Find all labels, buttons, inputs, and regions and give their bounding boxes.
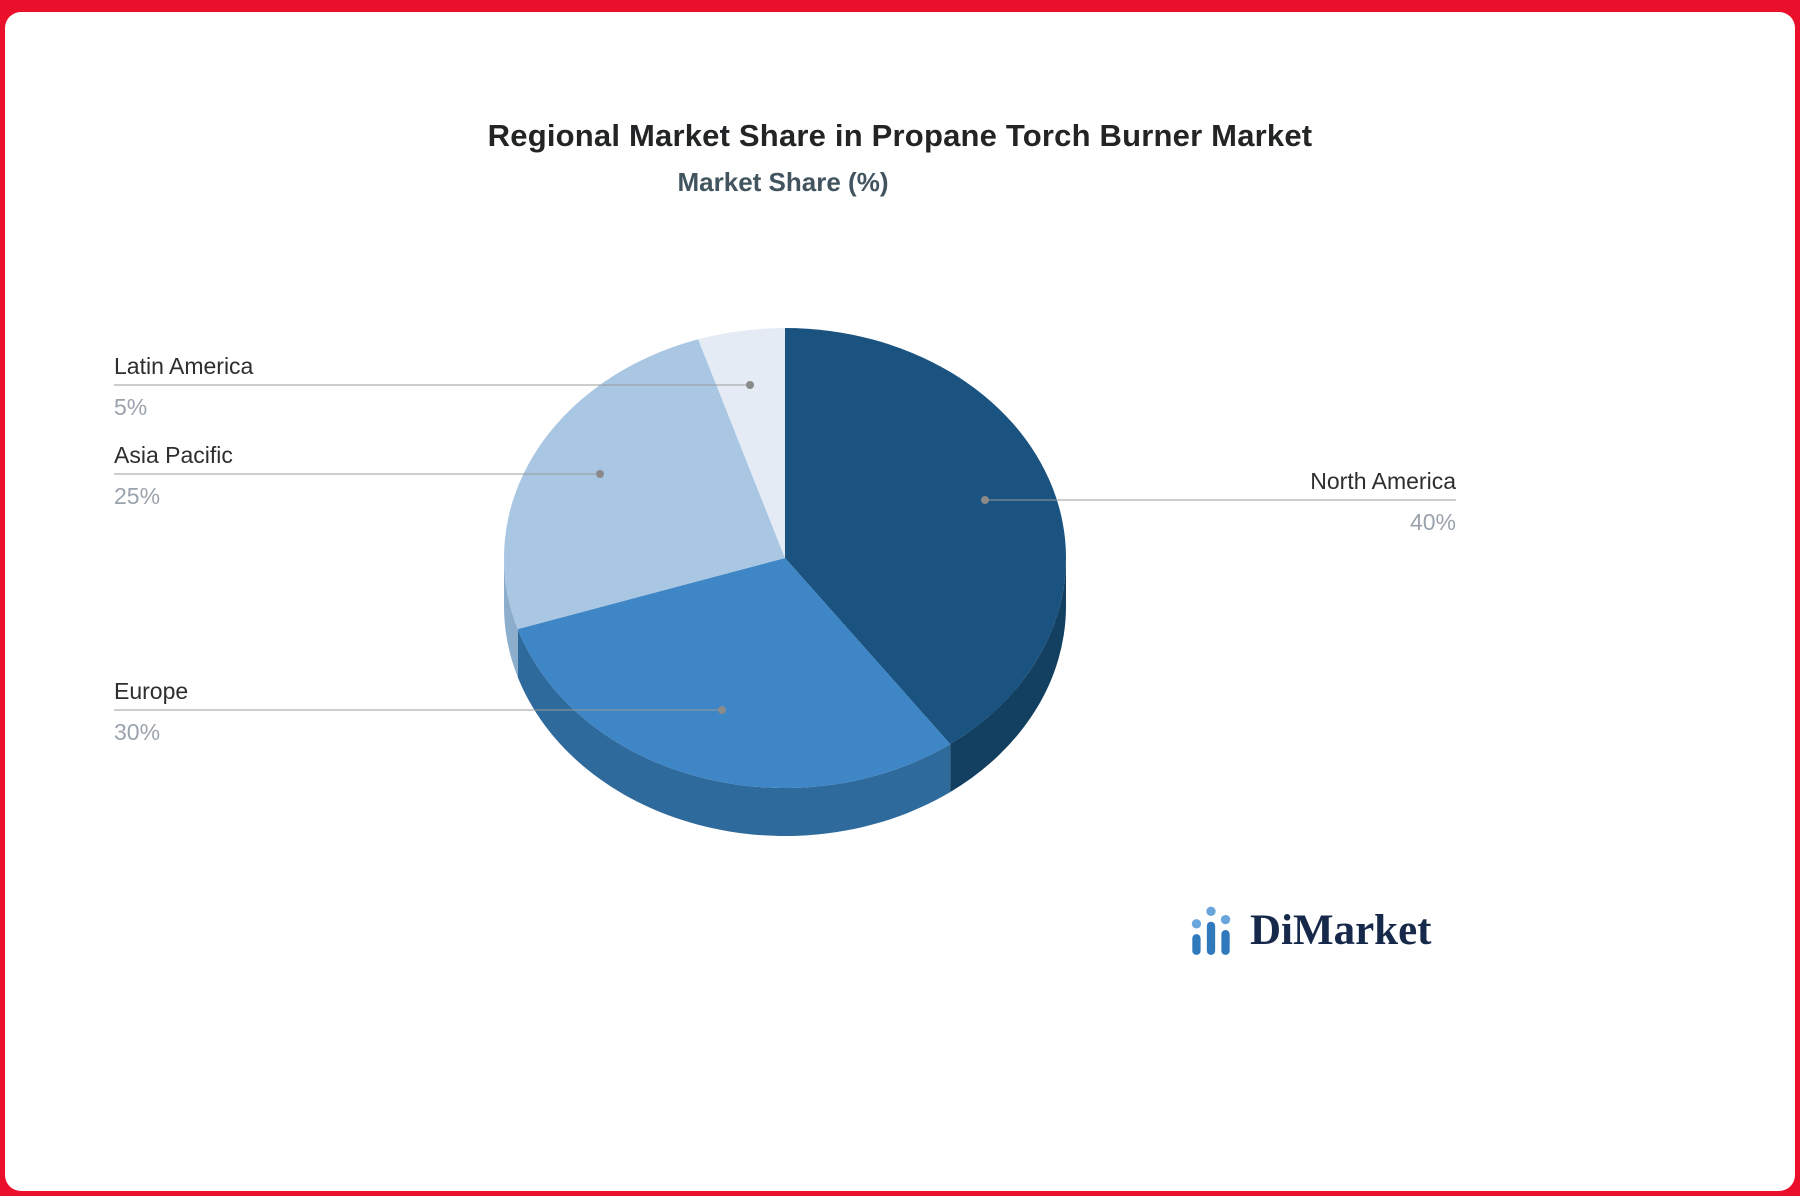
pie-slice-side [517,629,951,836]
chart-subtitle: Market Share (%) [677,167,889,197]
chart-title: Regional Market Share in Propane Torch B… [487,118,1313,153]
leader-dot [596,470,604,478]
callout-value: 25% [114,483,160,509]
callout-value: 30% [114,719,160,745]
bar-chart-icon [1191,906,1231,955]
pie-slice-side [504,558,518,678]
callout-label: Latin America [114,353,254,379]
callout-label: Asia Pacific [114,442,233,468]
brand-logo: DiMarket [1185,903,1432,957]
chart-stage: Regional Market Share in Propane Torch B… [5,12,1795,1191]
pie-slice [785,328,1066,745]
callout-value: 40% [1410,509,1456,535]
logo-dot [1191,919,1202,929]
brand-logo-text: DiMarket [1250,906,1432,954]
callout-label: Europe [114,678,188,704]
logo-dot [1206,906,1216,916]
pie-slice-side [950,558,1066,793]
logo-bar [1206,921,1216,955]
leader-dot [746,381,754,389]
callout-value: 5% [114,394,147,420]
callout-label: North America [1310,468,1456,494]
leader-dot [981,496,989,504]
logo-dot [1220,914,1231,925]
logo-bar [1221,930,1230,955]
pie-slice [503,339,785,630]
pie-slice [517,558,951,789]
logo-bar [1192,934,1201,955]
leader-dot [718,706,726,714]
pie-chart: North America 40% Europe 30% Asia Pacific 25%… [114,328,1456,836]
chart-card: Regional Market Share in Propane Torch B… [5,12,1795,1191]
